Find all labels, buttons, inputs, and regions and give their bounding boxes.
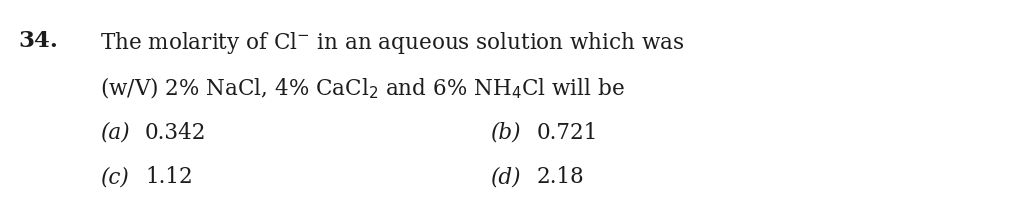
Text: 2.18: 2.18 — [537, 166, 585, 188]
Text: (a): (a) — [100, 122, 130, 144]
Text: 0.342: 0.342 — [145, 122, 207, 144]
Text: (b): (b) — [490, 122, 520, 144]
Text: (d): (d) — [490, 166, 520, 188]
Text: The molarity of Cl$^{-}$ in an aqueous solution which was: The molarity of Cl$^{-}$ in an aqueous s… — [100, 30, 685, 56]
Text: 0.721: 0.721 — [537, 122, 598, 144]
Text: 1.12: 1.12 — [145, 166, 193, 188]
Text: 34.: 34. — [18, 30, 58, 52]
Text: (c): (c) — [100, 166, 129, 188]
Text: (w/V) 2% NaCl, 4% CaCl$_{2}$ and 6% NH$_{4}$Cl will be: (w/V) 2% NaCl, 4% CaCl$_{2}$ and 6% NH$_… — [100, 76, 625, 101]
